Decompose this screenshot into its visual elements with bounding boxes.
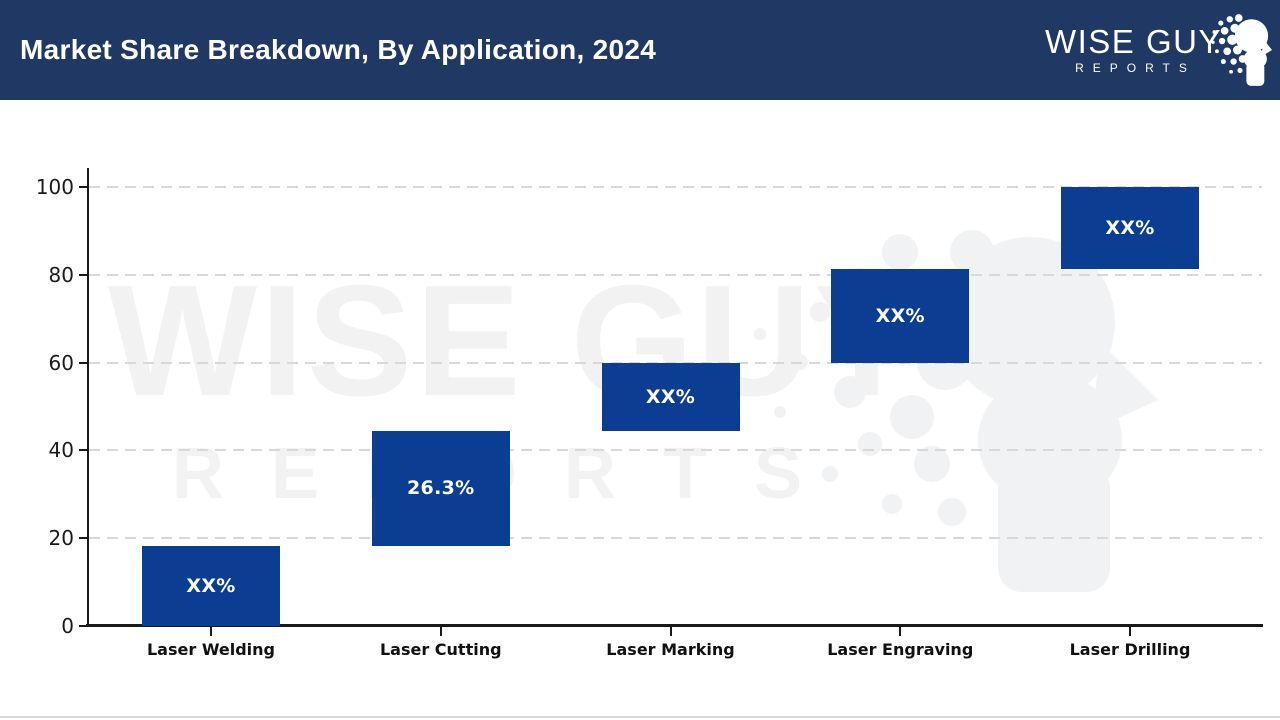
bar-value-label: XX% — [186, 575, 236, 598]
bar-value-label: XX% — [645, 385, 696, 408]
bar-laser-drilling: XX% — [1061, 187, 1199, 270]
x-tick-mark-4 — [1129, 627, 1131, 636]
category-label-4: Laser Drilling — [1069, 640, 1191, 659]
bar-laser-engraving: XX% — [831, 269, 970, 364]
bar-value-label: XX% — [875, 305, 925, 328]
bar-laser-welding: XX% — [142, 546, 280, 626]
x-tick-mark-0 — [210, 627, 212, 636]
y-tick-mark-40 — [79, 449, 88, 452]
bottom-border-line — [0, 716, 1280, 718]
gridline-20 — [89, 537, 1262, 540]
dotted-head-icon — [1211, 14, 1272, 86]
x-tick-mark-1 — [439, 627, 442, 636]
y-axis-line — [87, 168, 89, 627]
watermark-brand-text: WISE GUY — [108, 253, 923, 429]
category-label-0: Laser Welding — [146, 640, 276, 659]
x-axis-line — [86, 624, 1263, 627]
page-title: Market Share Breakdown, By Application, … — [20, 34, 657, 65]
gridline-60 — [89, 361, 1262, 364]
y-tick-mark-20 — [79, 537, 88, 540]
bar-laser-marking: XX% — [601, 363, 740, 431]
bar-value-label: XX% — [1105, 217, 1155, 240]
logo-brand-text: WISE GUY — [1044, 22, 1222, 60]
gridline-80 — [89, 273, 1262, 276]
y-tick-mark-100 — [79, 186, 88, 188]
y-tick-label-100: 100 — [35, 175, 74, 199]
bar-value-label: 26.3% — [407, 477, 475, 500]
y-tick-label-0: 0 — [61, 614, 74, 638]
wise-guy-reports-logo: WISE GUY REPORTS — [1045, 6, 1272, 94]
bar-laser-cutting: 26.3% — [371, 430, 510, 547]
y-tick-mark-80 — [79, 273, 88, 276]
y-tick-label-40: 40 — [48, 438, 74, 463]
y-tick-mark-0 — [79, 625, 88, 627]
y-tick-label-60: 60 — [48, 350, 74, 375]
x-tick-mark-2 — [669, 627, 672, 636]
logo-text: WISE GUY REPORTS — [1044, 22, 1222, 76]
y-tick-label-20: 20 — [48, 526, 74, 551]
x-tick-mark-3 — [899, 627, 902, 636]
category-label-1: Laser Cutting — [379, 640, 502, 659]
category-label-3: Laser Engraving — [827, 640, 974, 659]
gridline-40 — [89, 449, 1262, 452]
logo-sub-text: REPORTS — [1075, 61, 1196, 76]
y-tick-label-80: 80 — [48, 262, 74, 287]
header-band: Market Share Breakdown, By Application, … — [0, 0, 1280, 100]
y-tick-mark-60 — [79, 361, 88, 364]
category-label-2: Laser Marking — [606, 640, 735, 659]
gridline-100 — [89, 186, 1262, 188]
